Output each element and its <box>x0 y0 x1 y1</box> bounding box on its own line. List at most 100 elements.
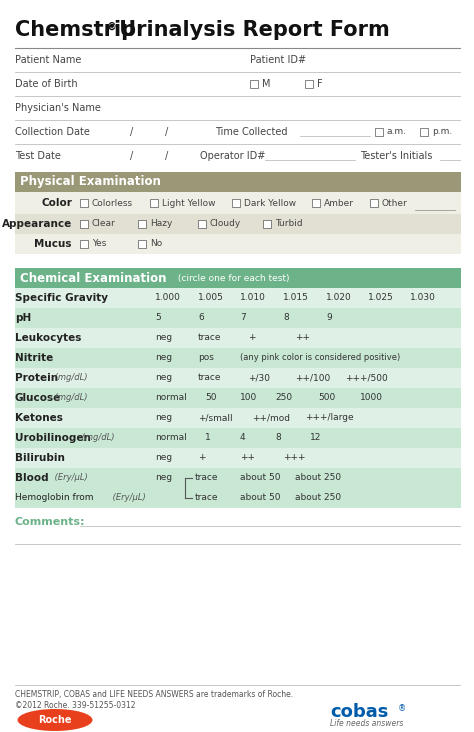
Text: Amber: Amber <box>324 198 354 207</box>
Bar <box>15 192 461 214</box>
Text: /: / <box>165 151 168 161</box>
Text: 8: 8 <box>275 433 281 443</box>
Text: /: / <box>130 151 133 161</box>
Bar <box>15 368 461 388</box>
Text: about 50: about 50 <box>240 474 281 482</box>
Text: trace: trace <box>198 373 221 383</box>
Bar <box>15 448 461 468</box>
Text: cobas: cobas <box>330 703 388 721</box>
Text: +/small: +/small <box>198 414 233 422</box>
Bar <box>250 80 258 88</box>
Text: Mucus: Mucus <box>35 239 72 249</box>
Text: Tester's Initials: Tester's Initials <box>360 151 432 161</box>
Text: 1000: 1000 <box>360 394 383 403</box>
Text: trace: trace <box>198 334 221 343</box>
Text: Clear: Clear <box>92 220 116 228</box>
Text: Patient ID#: Patient ID# <box>250 55 306 65</box>
Text: Urobilinogen: Urobilinogen <box>15 433 91 443</box>
Bar <box>198 220 206 228</box>
Text: +: + <box>198 454 206 463</box>
Text: Cloudy: Cloudy <box>210 220 241 228</box>
Text: 50: 50 <box>205 394 217 403</box>
Text: Chemical Examination: Chemical Examination <box>20 272 166 285</box>
Bar <box>15 388 461 408</box>
Text: Physician's Name: Physician's Name <box>15 103 101 113</box>
Text: (mg/dL): (mg/dL) <box>52 394 88 403</box>
Text: Color: Color <box>41 198 72 208</box>
Bar <box>15 348 461 368</box>
Text: Roche: Roche <box>38 715 72 725</box>
Bar <box>232 199 240 207</box>
Text: ++: ++ <box>240 454 255 463</box>
Text: Operator ID#: Operator ID# <box>200 151 265 161</box>
Text: /: / <box>165 127 168 137</box>
Text: Other: Other <box>382 198 408 207</box>
Text: neg: neg <box>155 354 172 362</box>
Text: Time Collected: Time Collected <box>215 127 288 137</box>
Bar <box>312 199 320 207</box>
Bar <box>15 328 461 348</box>
Text: 12: 12 <box>310 433 321 443</box>
Text: 1.000: 1.000 <box>155 294 181 302</box>
Text: about 50: about 50 <box>240 493 281 502</box>
Text: Urinalysis Report Form: Urinalysis Report Form <box>112 20 390 40</box>
Text: Test Date: Test Date <box>15 151 61 161</box>
Bar <box>15 408 461 428</box>
Text: 8: 8 <box>283 313 289 323</box>
Text: 6: 6 <box>198 313 204 323</box>
Text: 7: 7 <box>240 313 246 323</box>
Text: 500: 500 <box>318 394 335 403</box>
Text: Life needs answers: Life needs answers <box>330 720 403 728</box>
Text: Collection Date: Collection Date <box>15 127 90 137</box>
Text: Leukocytes: Leukocytes <box>15 333 82 343</box>
Text: Physical Examination: Physical Examination <box>20 176 161 189</box>
Text: +: + <box>248 334 255 343</box>
Text: ©2012 Roche. 339-51255-0312: ©2012 Roche. 339-51255-0312 <box>15 701 136 711</box>
Ellipse shape <box>18 709 92 731</box>
Text: 1.030: 1.030 <box>410 294 436 302</box>
Text: (mg/dL): (mg/dL) <box>52 373 88 383</box>
Bar <box>15 308 461 328</box>
Text: 1.020: 1.020 <box>326 294 352 302</box>
Text: neg: neg <box>155 373 172 383</box>
Text: Colorless: Colorless <box>92 198 133 207</box>
Text: /: / <box>130 127 133 137</box>
Bar <box>305 80 313 88</box>
Bar <box>375 128 383 136</box>
Bar <box>15 268 461 288</box>
Text: ++/mod: ++/mod <box>252 414 290 422</box>
Text: pos: pos <box>198 354 214 362</box>
Text: Chemstrip: Chemstrip <box>15 20 136 40</box>
Bar <box>138 220 146 228</box>
Text: (Ery/µL): (Ery/µL) <box>110 493 146 502</box>
Text: about 250: about 250 <box>295 493 341 502</box>
Text: Hemoglobin from: Hemoglobin from <box>15 493 93 502</box>
Bar <box>15 468 461 508</box>
Text: (circle one for each test): (circle one for each test) <box>175 274 290 283</box>
Text: +++/large: +++/large <box>305 414 354 422</box>
Bar <box>420 128 428 136</box>
Text: 1.025: 1.025 <box>368 294 394 302</box>
Bar <box>263 220 271 228</box>
Text: 1.005: 1.005 <box>198 294 224 302</box>
Text: 250: 250 <box>275 394 292 403</box>
Bar <box>80 240 88 248</box>
Bar <box>15 172 461 192</box>
Text: neg: neg <box>155 454 172 463</box>
Bar <box>80 199 88 207</box>
Text: Blood: Blood <box>15 473 49 483</box>
Text: about 250: about 250 <box>295 474 341 482</box>
Text: 4: 4 <box>240 433 246 443</box>
Text: pH: pH <box>15 313 31 323</box>
Text: p.m.: p.m. <box>432 127 452 136</box>
Text: Yes: Yes <box>92 239 106 248</box>
Text: ®: ® <box>398 704 406 714</box>
Text: Nitrite: Nitrite <box>15 353 53 363</box>
Text: F: F <box>317 79 323 89</box>
Bar <box>370 199 378 207</box>
Text: Turbid: Turbid <box>275 220 302 228</box>
Bar <box>15 234 461 254</box>
Text: 1.010: 1.010 <box>240 294 266 302</box>
Text: 100: 100 <box>240 394 257 403</box>
Text: ++: ++ <box>295 334 310 343</box>
